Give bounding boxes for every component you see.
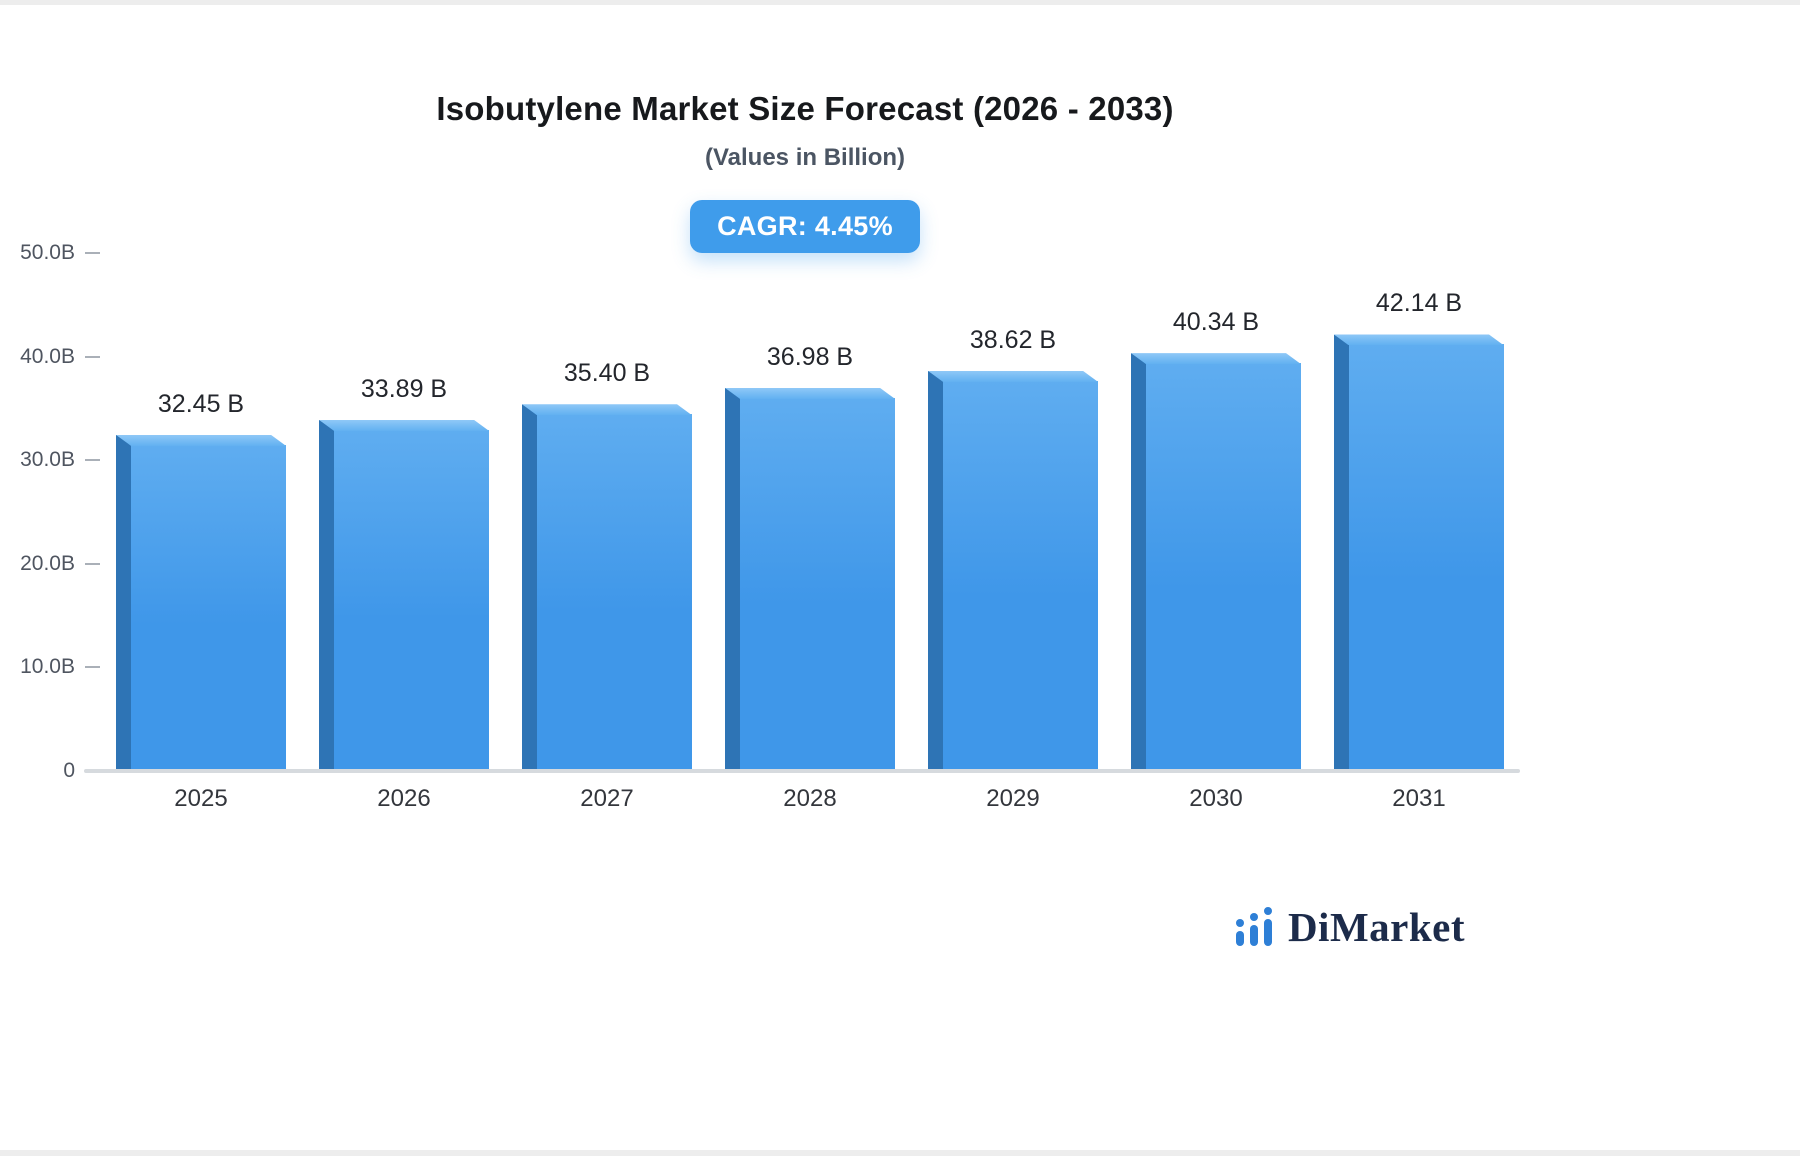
bar-slot: 32.45 B — [100, 253, 302, 771]
bar-face-top — [725, 388, 895, 399]
bar-face-side — [319, 419, 335, 771]
bar-slot: 33.89 B — [303, 253, 505, 771]
chart-title: Isobutylene Market Size Forecast (2026 -… — [436, 90, 1174, 127]
bar-2027 — [522, 404, 692, 771]
y-tick-label: 20.0B — [20, 551, 75, 575]
bar-2029 — [928, 370, 1098, 771]
bar-face-front — [1349, 344, 1504, 771]
logo-text: DiMarket — [1287, 904, 1465, 950]
y-tick-mark — [85, 562, 100, 565]
bar-slot: 35.40 B — [506, 253, 708, 771]
bar-2031 — [1334, 334, 1504, 771]
chart-header: Isobutylene Market Size Forecast (2026 -… — [95, 90, 1515, 253]
y-tick-label: 50.0B — [20, 241, 75, 264]
bar-face-side — [725, 387, 741, 771]
bar-value-label: 38.62 B — [969, 325, 1057, 354]
y-tick-mark — [85, 355, 100, 358]
bar-2026 — [319, 419, 489, 771]
bar-face-front — [740, 397, 895, 771]
bottom-border — [0, 1150, 1800, 1156]
y-tick-label: 40.0B — [20, 344, 75, 368]
y-tick-mark — [85, 666, 100, 669]
x-tick-label: 2030 — [1189, 785, 1243, 812]
bar-face-top — [1131, 353, 1301, 364]
y-tick: 10.0B — [20, 655, 100, 679]
bar-face-top — [928, 371, 1098, 382]
bar-slot: 36.98 B — [709, 253, 911, 771]
bar-face-side — [116, 434, 132, 771]
bar-face-side — [522, 404, 538, 771]
bar-chart-logo-icon — [1235, 907, 1272, 946]
top-border — [0, 0, 1800, 5]
x-tick-label: 2031 — [1392, 785, 1446, 812]
bar-face-top — [522, 404, 692, 415]
y-tick: 30.0B — [20, 448, 100, 472]
x-tick-label: 2027 — [580, 785, 634, 812]
bar-face-top — [319, 420, 489, 431]
dimarket-logo: DiMarket — [1231, 903, 1465, 951]
x-tick-label: 2025 — [174, 785, 228, 812]
x-axis: 2025 2026 2027 2028 2029 2030 2031 — [100, 785, 1520, 813]
cagr-badge: CAGR: 4.45% — [690, 200, 920, 253]
bar-value-label: 32.45 B — [157, 389, 245, 418]
y-tick-label: 0 — [63, 759, 75, 782]
bar-slot: 38.62 B — [912, 253, 1114, 771]
y-tick: 20.0B — [20, 552, 100, 576]
y-tick-label: 30.0B — [20, 448, 75, 472]
y-tick-mark — [85, 459, 100, 462]
bar-value-label: 36.98 B — [766, 342, 854, 371]
bar-value-label: 40.34 B — [1172, 308, 1260, 337]
bar-value-label: 33.89 B — [360, 374, 448, 403]
y-tick-mark — [85, 252, 100, 254]
bar-2030 — [1131, 353, 1301, 771]
y-tick-label: 10.0B — [20, 655, 75, 679]
bar-face-top — [116, 435, 286, 446]
bar-face-front — [537, 414, 692, 771]
bar-2025 — [116, 434, 286, 771]
bar-face-front — [334, 429, 489, 771]
bar-value-label: 42.14 B — [1375, 289, 1463, 318]
bar-face-front — [1146, 363, 1301, 771]
bar-face-front — [943, 380, 1098, 771]
bar-slot: 42.14 B — [1318, 253, 1520, 771]
y-tick: 40.0B — [20, 345, 100, 369]
bar-face-side — [1334, 334, 1350, 771]
bar-face-side — [1131, 353, 1147, 771]
y-axis: 50.0B 40.0B 30.0B 20.0B 10.0B 0 — [0, 241, 100, 782]
y-tick: 50.0B — [20, 241, 100, 265]
x-tick-label: 2028 — [783, 785, 837, 812]
bar-face-top — [1334, 334, 1504, 345]
x-tick-label: 2026 — [377, 785, 431, 812]
bar-2028 — [725, 387, 895, 771]
bar-value-label: 35.40 B — [563, 359, 651, 388]
chart-subtitle: (Values in Billion) — [704, 144, 906, 171]
plot-area: 32.45 B 33.89 B 35.40 B 36.98 B 38.62 B 40.34… — [100, 253, 1520, 771]
chart-area: 32.45 B 33.89 B 35.40 B 36.98 B 38.62 B 40.34… — [84, 253, 1520, 773]
bar-face-front — [131, 444, 286, 771]
x-tick-label: 2029 — [986, 785, 1040, 812]
bar-face-side — [928, 370, 944, 771]
x-axis-baseline — [84, 769, 1520, 773]
bar-slot: 40.34 B — [1115, 253, 1317, 771]
